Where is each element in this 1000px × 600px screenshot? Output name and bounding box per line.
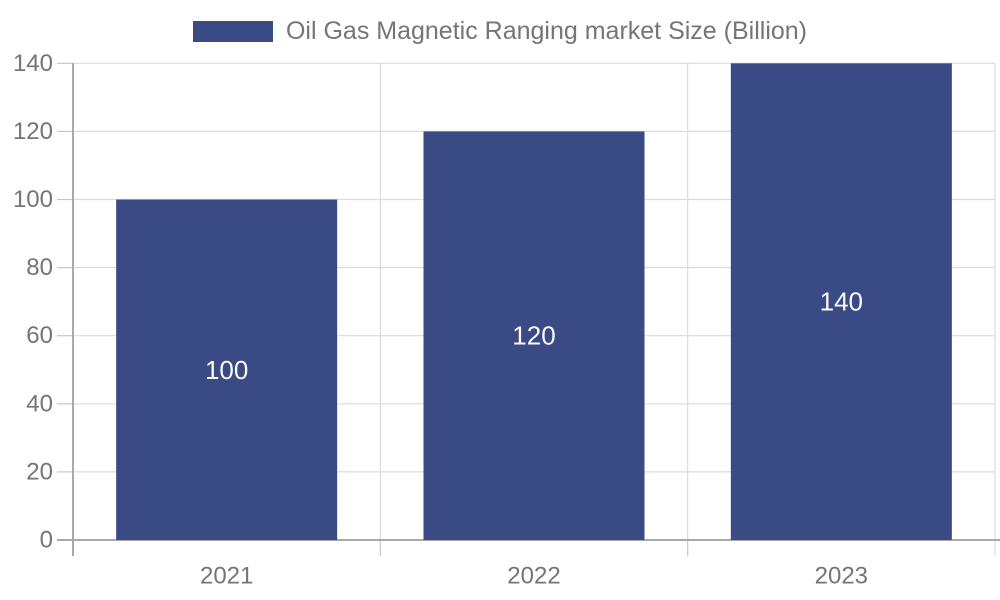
bar-2021[interactable] (116, 199, 338, 541)
y-tick-label: 40 (26, 390, 53, 417)
bar-2022[interactable] (423, 131, 645, 540)
legend-item[interactable]: Oil Gas Magnetic Ranging market Size (Bi… (192, 17, 808, 46)
y-tick-label: 20 (26, 458, 53, 485)
y-tick-label: 100 (13, 186, 53, 213)
y-tick-label: 140 (13, 50, 53, 77)
bar-value-label: 100 (205, 355, 248, 385)
legend-label: Oil Gas Magnetic Ranging market Size (Bi… (285, 17, 808, 45)
bar-value-label: 140 (820, 287, 863, 317)
x-tick-label: 2021 (200, 563, 253, 590)
y-tick-label: 0 (40, 527, 53, 554)
y-tick-label: 120 (13, 118, 53, 145)
x-tick-label: 2022 (507, 563, 560, 590)
legend: Oil Gas Magnetic Ranging market Size (Bi… (0, 17, 1000, 46)
y-tick-label: 60 (26, 322, 53, 349)
bar-value-label: 120 (512, 321, 555, 351)
x-tick-label: 2023 (815, 563, 868, 590)
y-tick-label: 80 (26, 254, 53, 281)
bar-2023[interactable] (730, 63, 952, 541)
legend-swatch (192, 21, 273, 42)
